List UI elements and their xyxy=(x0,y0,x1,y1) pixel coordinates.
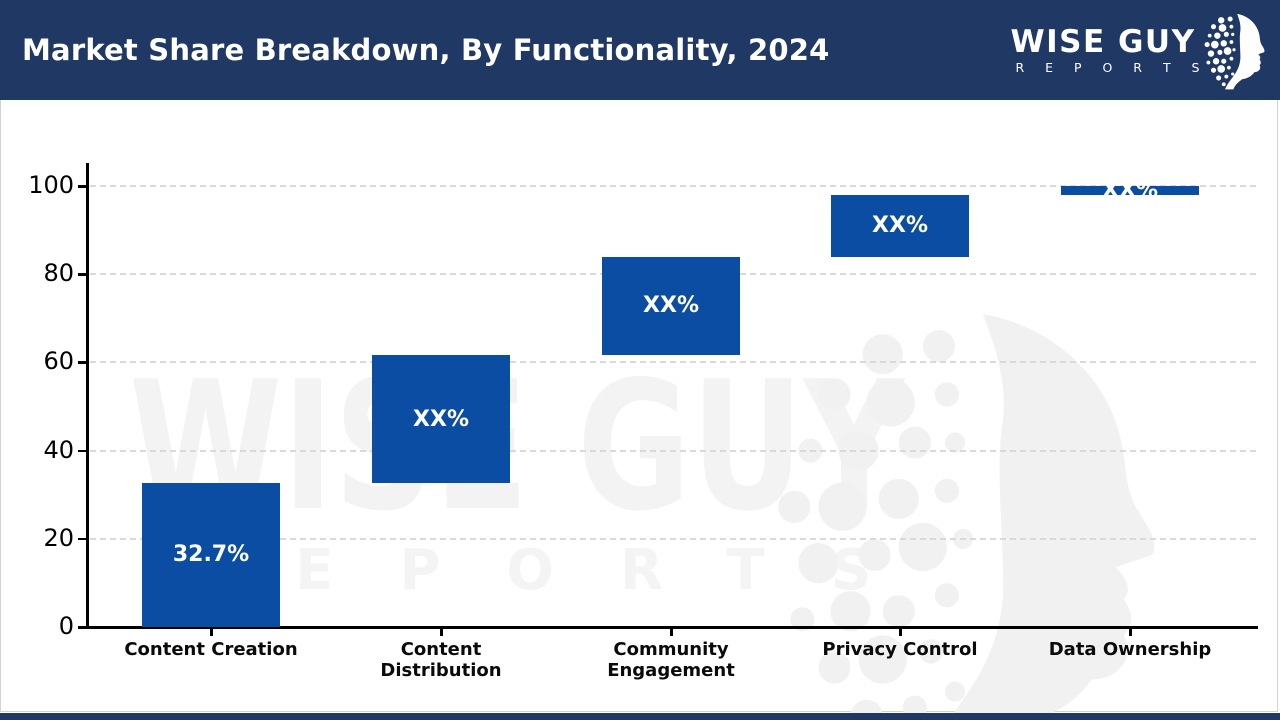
y-axis-tick xyxy=(78,185,86,188)
x-axis-tick xyxy=(1129,628,1132,636)
y-axis-tick-label: 0 xyxy=(58,612,74,640)
bar-segment: XX% xyxy=(831,195,969,257)
y-axis-tick xyxy=(78,626,86,629)
brand-logo-subtitle: R E P O R T S xyxy=(1015,60,1208,76)
y-axis-line xyxy=(86,163,89,629)
y-axis-tick xyxy=(78,273,86,276)
gridline xyxy=(90,449,1258,452)
page-title: Market Share Breakdown, By Functionality… xyxy=(22,33,830,67)
footer-bar xyxy=(0,713,1280,720)
x-category-label: Content Distribution xyxy=(380,639,502,681)
x-axis-tick xyxy=(210,628,213,636)
y-axis-tick xyxy=(78,537,86,541)
head-silhouette-icon xyxy=(1204,13,1265,90)
x-axis-line xyxy=(86,625,1258,629)
bar-value-label: XX% xyxy=(643,293,699,319)
y-axis-tick xyxy=(78,449,86,453)
bar-segment: XX% xyxy=(372,355,510,483)
brand-logo-name: WISE GUY xyxy=(1010,24,1196,61)
bar-value-label: XX% xyxy=(1102,177,1158,203)
bar-segment: XX% xyxy=(602,256,740,356)
gridline xyxy=(90,185,1258,187)
bar-value-label: 32.7% xyxy=(172,542,250,568)
bar-segment: XX% xyxy=(1061,178,1199,203)
y-axis-tick xyxy=(78,361,86,364)
gridline xyxy=(90,361,1258,364)
x-category-label: Content Creation xyxy=(124,639,298,660)
header-bar: Market Share Breakdown, By Functionality… xyxy=(0,0,1280,100)
bar-value-label: XX% xyxy=(413,406,469,432)
x-axis-tick xyxy=(670,628,673,636)
x-category-label: Data Ownership xyxy=(1048,639,1212,660)
x-axis-tick xyxy=(440,628,443,636)
x-axis-tick xyxy=(899,628,902,636)
y-axis-tick-label: 80 xyxy=(43,259,74,288)
brand-logo-text: WISE GUY R E P O R T S xyxy=(1010,27,1208,75)
x-category-label: Community Engagement xyxy=(607,639,735,681)
y-axis-tick-label: 20 xyxy=(43,523,74,552)
y-axis-tick-label: 100 xyxy=(28,171,74,199)
bar-value-label: XX% xyxy=(872,213,928,239)
bar-segment: 32.7% xyxy=(142,482,280,627)
y-axis-tick-label: 60 xyxy=(43,347,74,376)
x-category-label: Privacy Control xyxy=(822,639,978,660)
y-axis-tick-label: 40 xyxy=(43,435,74,464)
brand-logo: WISE GUY R E P O R T S xyxy=(1010,8,1266,94)
watermark-subtext: REPORTS xyxy=(186,538,938,603)
gridline xyxy=(90,537,1258,540)
